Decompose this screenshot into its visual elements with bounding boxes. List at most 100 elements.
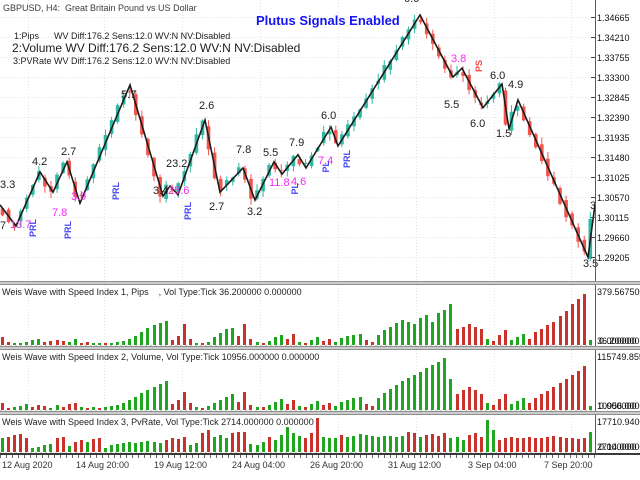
histogram-bar bbox=[249, 338, 253, 345]
histogram-bar bbox=[413, 433, 417, 452]
price-tick-dash bbox=[591, 57, 595, 58]
histogram-bar bbox=[310, 403, 314, 410]
candle-body bbox=[370, 88, 374, 99]
plutus-long-signal-label: PRL bbox=[111, 182, 121, 200]
histogram-bar bbox=[552, 387, 556, 410]
histogram-bar bbox=[19, 405, 23, 410]
histogram-bar bbox=[588, 432, 592, 452]
candle-body bbox=[515, 106, 520, 111]
panel-separator-2[interactable] bbox=[0, 346, 640, 350]
time-axis-label: 12 Aug 2020 bbox=[2, 460, 53, 470]
histogram-bar bbox=[540, 329, 544, 345]
histogram-bar bbox=[116, 342, 120, 345]
histogram-bar bbox=[382, 330, 386, 345]
histogram-bar bbox=[134, 442, 138, 452]
price-tick-dash bbox=[591, 77, 595, 78]
histogram-bar bbox=[188, 402, 192, 410]
histogram-bar bbox=[73, 338, 77, 345]
plutus-long-signal-label: PRL bbox=[183, 202, 193, 220]
histogram-bar bbox=[564, 311, 568, 345]
price-tick-label: 1.30115 bbox=[597, 213, 629, 223]
panel-separator-1[interactable] bbox=[0, 281, 640, 285]
wave-size-label: 2.7 bbox=[61, 146, 77, 158]
histogram-bar bbox=[25, 341, 29, 345]
grid-line-horizontal bbox=[0, 117, 595, 118]
panel-separator-3[interactable] bbox=[0, 411, 640, 415]
histogram-bar bbox=[200, 343, 204, 345]
histogram-bar bbox=[394, 323, 398, 345]
histogram-bar bbox=[376, 397, 380, 410]
histogram-bar bbox=[237, 335, 241, 345]
histogram-bar bbox=[67, 342, 71, 345]
histogram-bar bbox=[322, 436, 326, 452]
candle-body bbox=[570, 213, 574, 226]
histogram-bar bbox=[49, 340, 53, 345]
histogram-bar bbox=[491, 404, 495, 410]
histogram-bar bbox=[473, 390, 477, 410]
time-axis-label: 14 Aug 20:00 bbox=[76, 460, 130, 470]
histogram-bar bbox=[152, 325, 156, 345]
histogram-bar bbox=[31, 406, 35, 410]
indicator-panel-volume[interactable]: Weis Wave with Speed Index 2, Volume, Vo… bbox=[0, 350, 595, 411]
price-axis[interactable]: 379.567500 36.200000 0.000000 115749.855… bbox=[597, 0, 640, 480]
price-tick-label: 1.29660 bbox=[597, 233, 630, 243]
time-axis[interactable]: 12 Aug 2020 14 Aug 20:00 19 Aug 12:00 24 Au… bbox=[0, 455, 640, 480]
histogram-bar bbox=[140, 441, 144, 452]
histogram-bar bbox=[37, 404, 41, 410]
panel3-scale-min-a: 2714.000000 bbox=[597, 442, 640, 452]
histogram-bar bbox=[443, 358, 447, 410]
histogram-bar bbox=[400, 435, 404, 452]
panel3-scale-max: 17710.940000 bbox=[597, 417, 640, 427]
indicator-panel-pips[interactable]: Weis Wave with Speed Index 1, Pips , Vol… bbox=[0, 285, 595, 346]
histogram-bar bbox=[310, 433, 314, 452]
main-chart[interactable]: 3.3 7 4.2 2.7 5.7 23.2 3.4 2.6 2.7 7.8 3.2 5.5 7.9 6.… bbox=[0, 0, 598, 281]
grid-line-horizontal bbox=[0, 217, 595, 218]
histogram-bar bbox=[370, 405, 374, 410]
histogram-bar bbox=[358, 434, 362, 452]
histogram-bar bbox=[376, 334, 380, 345]
price-tick-label: 1.33300 bbox=[597, 73, 630, 83]
histogram-bar bbox=[407, 321, 411, 345]
wave-size-label: 3 bbox=[590, 200, 597, 212]
histogram-bar bbox=[134, 396, 138, 410]
histogram-bar bbox=[97, 407, 101, 410]
histogram-bar bbox=[43, 445, 47, 452]
wave-size-label: 7.8 bbox=[236, 144, 252, 156]
wave-size-label: 7 bbox=[0, 220, 7, 232]
histogram-bar bbox=[522, 397, 526, 410]
histogram-bar bbox=[219, 435, 223, 452]
histogram-bar bbox=[291, 333, 295, 345]
histogram-bar bbox=[449, 304, 453, 345]
candle-body bbox=[364, 98, 368, 108]
histogram-bar bbox=[213, 402, 217, 410]
histogram-bar bbox=[261, 407, 265, 410]
histogram-bar bbox=[558, 437, 562, 452]
histogram-bar bbox=[255, 445, 259, 452]
histogram-bar bbox=[443, 309, 447, 345]
grid-line-vertical bbox=[182, 350, 183, 411]
candle-body bbox=[218, 178, 223, 191]
candle-body bbox=[309, 155, 314, 167]
panel1-baseline bbox=[0, 345, 595, 346]
histogram-bar bbox=[352, 435, 356, 452]
histogram-bar bbox=[570, 374, 574, 410]
histogram-bar bbox=[334, 437, 338, 452]
histogram-bar bbox=[19, 434, 23, 452]
histogram-bar bbox=[128, 441, 132, 452]
indicator-panel-pvrate[interactable]: Weis Wave with Speed Index 3, PvRate, Vo… bbox=[0, 415, 595, 453]
wave-size-label: 23.2 bbox=[166, 158, 188, 170]
histogram-bar bbox=[479, 329, 483, 345]
speed-index-label: 3.9 bbox=[71, 191, 87, 203]
candle-body bbox=[334, 130, 338, 144]
histogram-bar bbox=[352, 334, 356, 345]
histogram-bar bbox=[146, 327, 150, 345]
histogram-bar bbox=[558, 383, 562, 410]
grid-line-vertical bbox=[104, 415, 105, 453]
histogram-bar bbox=[316, 418, 320, 452]
histogram-bar bbox=[194, 442, 198, 452]
histogram-bar bbox=[61, 436, 65, 452]
candlestick-canvas bbox=[0, 13, 595, 262]
histogram-bar bbox=[473, 433, 477, 452]
histogram-bar bbox=[485, 419, 489, 452]
